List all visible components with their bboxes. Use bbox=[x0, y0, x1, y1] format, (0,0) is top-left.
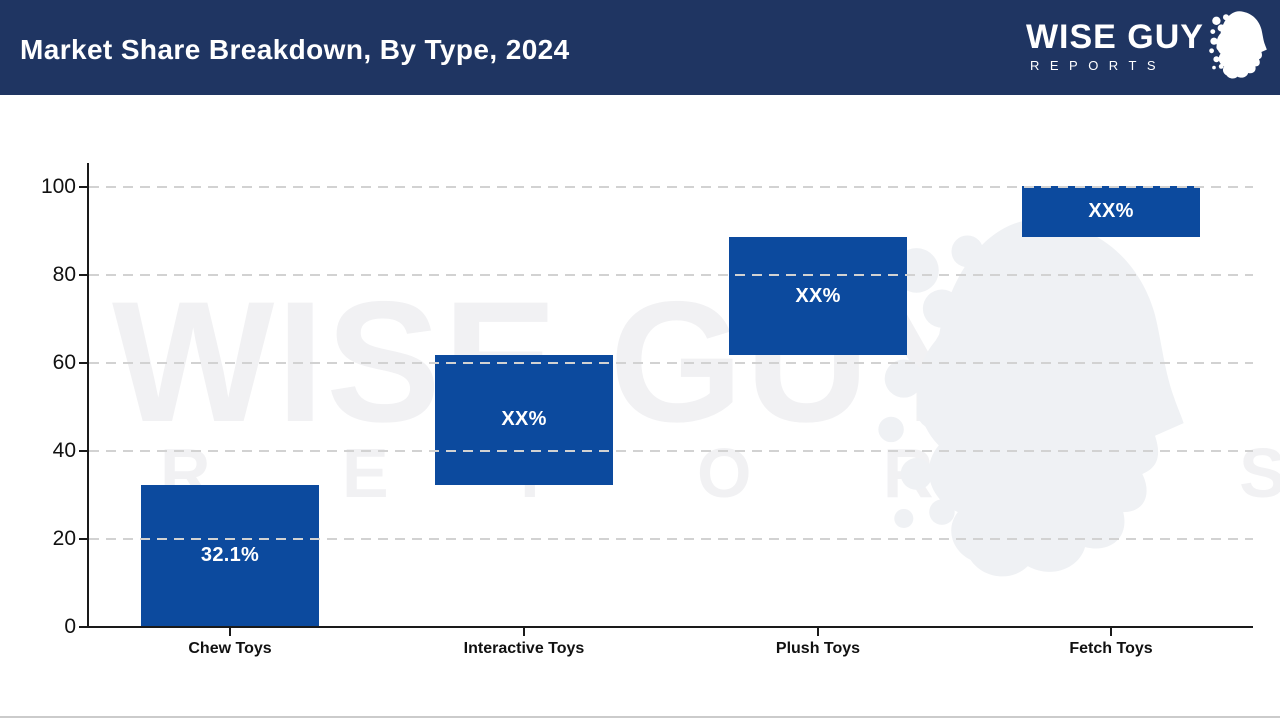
x-tick-mark-chew-toys bbox=[229, 628, 231, 636]
logo-text: WISE GUY REPORTS bbox=[1026, 19, 1204, 73]
brand-logo: WISE GUY REPORTS bbox=[1026, 8, 1268, 84]
footer-divider bbox=[0, 716, 1280, 718]
x-tick-mark-fetch-toys bbox=[1110, 628, 1112, 636]
y-tick-mark-60 bbox=[79, 362, 87, 364]
logo-wordmark: WISE GUY bbox=[1025, 18, 1204, 56]
x-tick-mark-interactive-toys bbox=[523, 628, 525, 636]
x-category-label-chew-toys: Chew Toys bbox=[188, 640, 272, 657]
x-tick-mark-plush-toys bbox=[817, 628, 819, 636]
chart-title: Market Share Breakdown, By Type, 2024 bbox=[20, 34, 570, 65]
bar-label-chew-toys: 32.1% bbox=[200, 543, 260, 566]
header-bar: Market Share Breakdown, By Type, 2024 WI… bbox=[0, 0, 1280, 95]
y-tick-label-0: 0 bbox=[64, 615, 76, 638]
bar-chew-toys: 32.1% bbox=[141, 484, 319, 626]
gridline-40 bbox=[89, 450, 1253, 452]
bar-fetch-toys: XX% bbox=[1022, 186, 1200, 238]
x-category-label-interactive-toys: Interactive Toys bbox=[463, 640, 585, 657]
bar-label-plush-toys: XX% bbox=[795, 284, 841, 307]
y-tick-label-100: 100 bbox=[40, 175, 76, 198]
gridline-20 bbox=[89, 538, 1253, 540]
y-tick-mark-0 bbox=[79, 626, 87, 628]
y-tick-mark-20 bbox=[79, 538, 87, 540]
bar-interactive-toys: XX% bbox=[435, 354, 613, 485]
y-tick-mark-100 bbox=[79, 186, 87, 188]
y-tick-label-80: 80 bbox=[52, 263, 76, 286]
logo-subtitle: REPORTS bbox=[1029, 58, 1167, 73]
bar-label-fetch-toys: XX% bbox=[1088, 200, 1134, 223]
x-category-label-plush-toys: Plush Toys bbox=[775, 640, 861, 657]
waterfall-chart: WISE GUY R E P O R T S 02040608010032.1%… bbox=[0, 95, 1280, 710]
bar-plush-toys: XX% bbox=[729, 237, 907, 356]
y-tick-mark-80 bbox=[79, 274, 87, 276]
y-tick-label-60: 60 bbox=[52, 351, 76, 374]
y-tick-label-20: 20 bbox=[52, 527, 76, 550]
y-axis-line bbox=[87, 163, 89, 628]
x-axis-line bbox=[87, 626, 1253, 628]
y-tick-mark-40 bbox=[79, 450, 87, 452]
gridline-80 bbox=[89, 274, 1253, 276]
x-category-label-fetch-toys: Fetch Toys bbox=[1069, 640, 1153, 657]
gridline-60 bbox=[89, 362, 1253, 364]
gridline-100 bbox=[89, 186, 1253, 188]
y-tick-label-40: 40 bbox=[52, 439, 76, 462]
bar-label-interactive-toys: XX% bbox=[501, 408, 547, 431]
